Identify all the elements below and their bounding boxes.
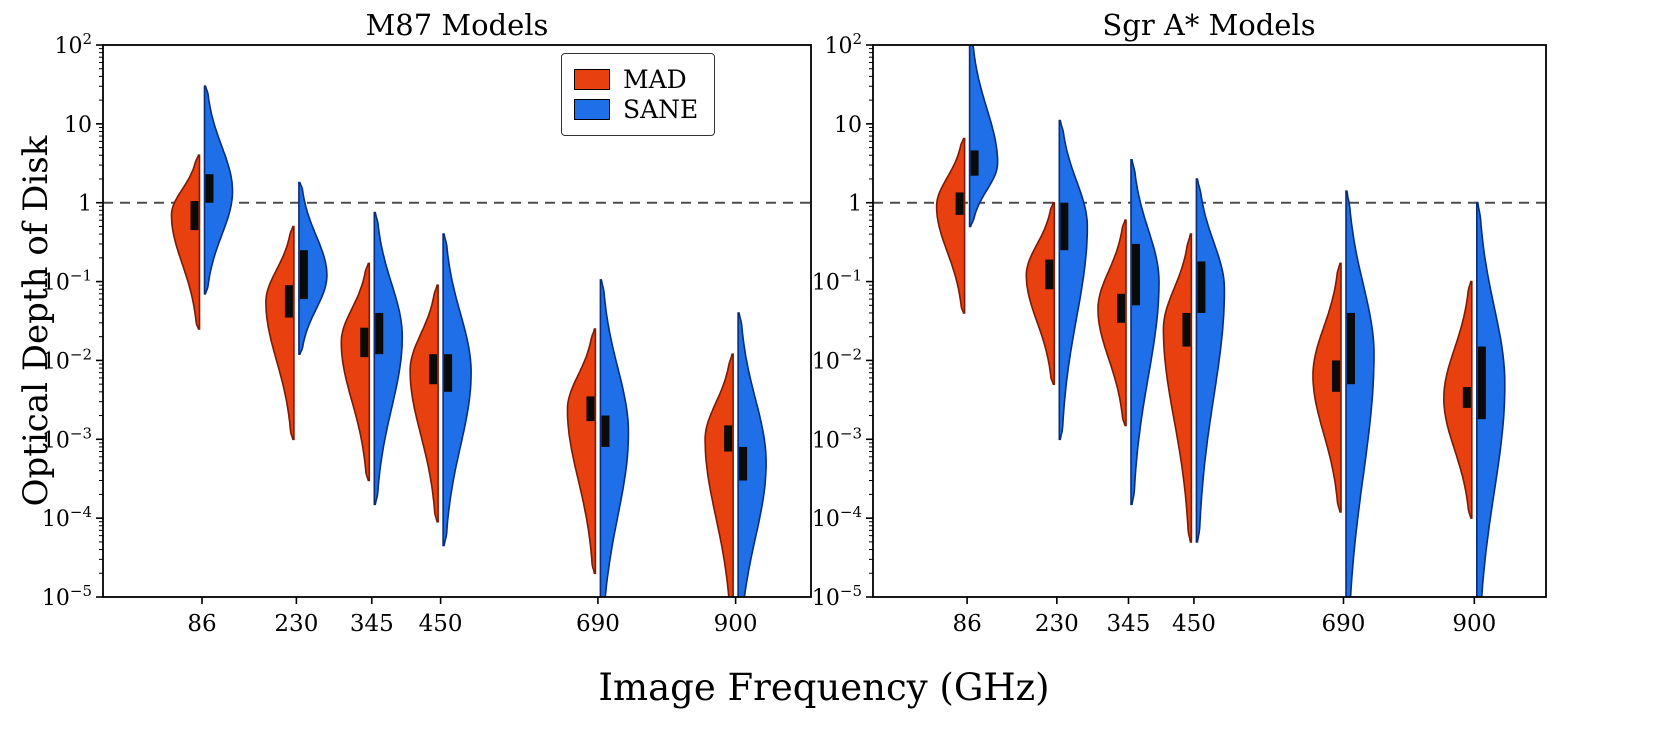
xtick-label: 86 [187, 611, 216, 637]
axes-frame [102, 44, 812, 598]
legend-item-mad: MAD [574, 67, 698, 92]
violin-sane-86 [203, 85, 234, 295]
violin-mad-86 [935, 137, 966, 314]
ytick-label: 102 [54, 30, 92, 59]
ytick-label: 1 [78, 192, 92, 217]
xtick-label: 690 [576, 611, 620, 637]
violin-mad-345 [1097, 219, 1127, 427]
xtick-label: 345 [1107, 611, 1151, 637]
ytick-label: 10−1 [812, 267, 862, 296]
ytick-label: 10−3 [812, 424, 862, 453]
ytick-label: 10−3 [42, 424, 92, 453]
violin-sane-450 [1195, 178, 1226, 543]
xtick-label: 690 [1322, 611, 1366, 637]
iqr-box-sane-345 [1131, 243, 1140, 306]
iqr-box-mad-230 [284, 285, 293, 318]
x-axis-label: Image Frequency (GHz) [598, 666, 1050, 709]
y-axis-label: Optical Depth of Disk [16, 135, 56, 507]
ytick-label: 10 [64, 113, 92, 138]
violin-sane-230 [298, 181, 328, 355]
panel-title-m87: M87 Models [365, 8, 549, 42]
ytick-label: 10 [834, 113, 862, 138]
violin-mad-86 [170, 154, 201, 330]
xtick-label: 900 [1452, 611, 1496, 637]
ytick-label: 10−5 [42, 582, 92, 611]
iqr-box-sane-345 [375, 312, 384, 355]
axes-frame [872, 44, 1547, 598]
legend-label-sane: SANE [623, 95, 699, 124]
iqr-box-mad-230 [1045, 259, 1054, 290]
iqr-box-mad-345 [1116, 293, 1125, 323]
iqr-box-mad-86 [190, 201, 199, 231]
iqr-box-mad-690 [586, 396, 595, 422]
ytick-label: 10−4 [42, 503, 92, 532]
iqr-box-mad-450 [1182, 312, 1191, 347]
legend-label-mad: MAD [623, 65, 687, 94]
legend-item-sane: SANE [574, 97, 698, 122]
xtick-label: 230 [274, 611, 318, 637]
legend-swatch [574, 99, 610, 120]
iqr-box-sane-900 [1477, 346, 1486, 420]
violin-mad-690 [566, 328, 597, 575]
panel-title-sgra: Sgr A* Models [1102, 8, 1316, 42]
xtick-label: 86 [952, 611, 981, 637]
violin-sane-230 [1058, 119, 1089, 441]
xtick-label: 900 [714, 611, 758, 637]
violin-mad-690 [1312, 262, 1342, 513]
violin-sane-900 [737, 312, 767, 597]
iqr-box-mad-450 [429, 354, 438, 385]
iqr-box-sane-450 [1197, 261, 1206, 313]
violin-sane-690 [1345, 190, 1375, 597]
ytick-label: 1 [848, 192, 862, 217]
violin-mad-230 [265, 225, 295, 441]
xtick-label: 345 [350, 611, 394, 637]
violin-sane-690 [599, 279, 630, 597]
violin-sane-450 [442, 233, 472, 547]
xtick-label: 450 [1172, 611, 1216, 637]
violin-mad-450 [409, 284, 439, 523]
ytick-label: 10−2 [812, 345, 862, 374]
iqr-box-sane-690 [601, 415, 610, 447]
violin-sane-345 [1130, 159, 1160, 506]
iqr-box-sane-86 [970, 150, 979, 176]
xtick-label: 450 [419, 611, 463, 637]
panel-0: 102 10 1 10−1 10−2 10−3 10−4 10−5 86 230 345 450 690… [42, 30, 812, 637]
violin-mad-900 [704, 353, 734, 597]
iqr-box-sane-86 [205, 174, 214, 203]
iqr-box-mad-900 [1462, 387, 1471, 408]
iqr-box-sane-230 [1060, 202, 1069, 251]
violin-sane-86 [968, 45, 999, 228]
iqr-box-sane-230 [299, 250, 308, 300]
legend-swatch [574, 69, 610, 90]
violin-sane-345 [373, 211, 404, 506]
ytick-label: 10−4 [812, 503, 862, 532]
ytick-label: 10−5 [812, 582, 862, 611]
ytick-label: 10−2 [42, 345, 92, 374]
iqr-box-mad-690 [1331, 360, 1340, 392]
ytick-label: 10−1 [42, 267, 92, 296]
ytick-label: 102 [824, 30, 862, 59]
panel-1: 102 10 1 10−1 10−2 10−3 10−4 10−5 86 230 345 450 690… [812, 30, 1547, 637]
iqr-box-sane-690 [1346, 312, 1355, 385]
iqr-box-sane-450 [444, 354, 453, 392]
iqr-box-mad-86 [955, 192, 964, 215]
violin-mad-345 [340, 262, 371, 482]
xtick-label: 230 [1035, 611, 1079, 637]
violin-sane-900 [1476, 201, 1506, 597]
iqr-box-mad-900 [724, 425, 733, 452]
iqr-box-mad-345 [360, 327, 369, 358]
iqr-box-sane-900 [739, 446, 748, 481]
violin-mad-230 [1025, 201, 1056, 385]
violin-mad-900 [1442, 280, 1473, 519]
violin-mad-450 [1162, 233, 1193, 543]
legend: MAD SANE [561, 53, 716, 136]
